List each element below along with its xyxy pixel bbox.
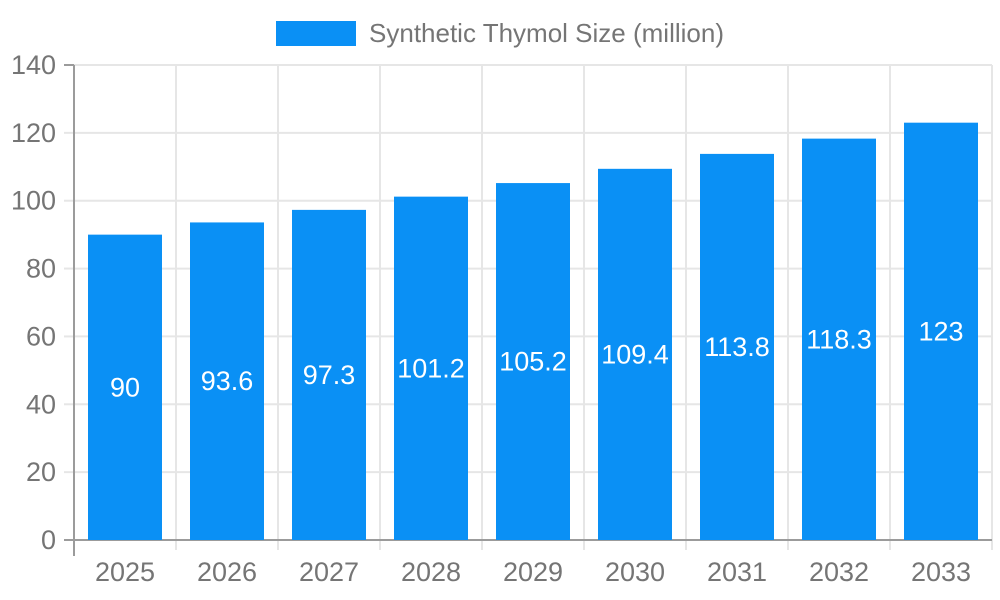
y-tick-label: 100 (11, 186, 56, 216)
bar-value-label: 113.8 (704, 332, 770, 362)
bar-2028[interactable]: Synthetic Thymol Size (million): 101.2 (394, 196, 468, 540)
bar-value-label: 123 (918, 316, 963, 346)
bar-value-label: 118.3 (806, 324, 872, 354)
bar-value-label: 90 (110, 372, 140, 402)
bar-value-label: 109.4 (601, 339, 669, 369)
x-tick-label: 2030 (605, 557, 665, 587)
bar-value-label: 93.6 (201, 366, 254, 396)
bar-2027[interactable]: Synthetic Thymol Size (million): 97.3 (292, 209, 366, 540)
bar-value-label: 97.3 (303, 360, 356, 390)
legend-swatch (276, 20, 357, 46)
x-tick-label: 2028 (401, 557, 461, 587)
bar-2031[interactable]: Synthetic Thymol Size (million): 113.8 (700, 153, 774, 540)
bar-2030[interactable]: Synthetic Thymol Size (million): 109.4 (598, 168, 672, 541)
bar-2025[interactable]: Synthetic Thymol Size (million): 90 (88, 234, 162, 540)
bar-value-label: 101.2 (397, 353, 465, 383)
x-tick-label: 2031 (707, 557, 767, 587)
x-tick-label: 2032 (809, 557, 869, 587)
bar-2032[interactable]: Synthetic Thymol Size (million): 118.3 (802, 138, 876, 540)
bar-value-label: 105.2 (499, 347, 567, 377)
x-tick-label: 2029 (503, 557, 563, 587)
y-tick-label: 0 (41, 525, 56, 555)
y-tick-label: 80 (26, 254, 56, 284)
y-tick-label: 120 (11, 118, 56, 148)
x-tick-label: 2033 (911, 557, 971, 587)
y-tick-label: 60 (26, 321, 56, 351)
bar-2026[interactable]: Synthetic Thymol Size (million): 93.6 (190, 222, 264, 540)
y-tick-label: 140 (11, 50, 56, 80)
x-tick-label: 2027 (299, 557, 359, 587)
y-tick-label: 20 (26, 457, 56, 487)
bar-2029[interactable]: Synthetic Thymol Size (million): 105.2 (496, 183, 570, 541)
x-tick-label: 2026 (197, 557, 257, 587)
y-tick-label: 40 (26, 389, 56, 419)
legend[interactable]: Synthetic Thymol Size (million) (0, 14, 1000, 52)
bar-2033[interactable]: Synthetic Thymol Size (million): 123 (904, 122, 978, 540)
legend-label: Synthetic Thymol Size (million) (369, 18, 724, 48)
x-tick-label: 2025 (95, 557, 155, 587)
